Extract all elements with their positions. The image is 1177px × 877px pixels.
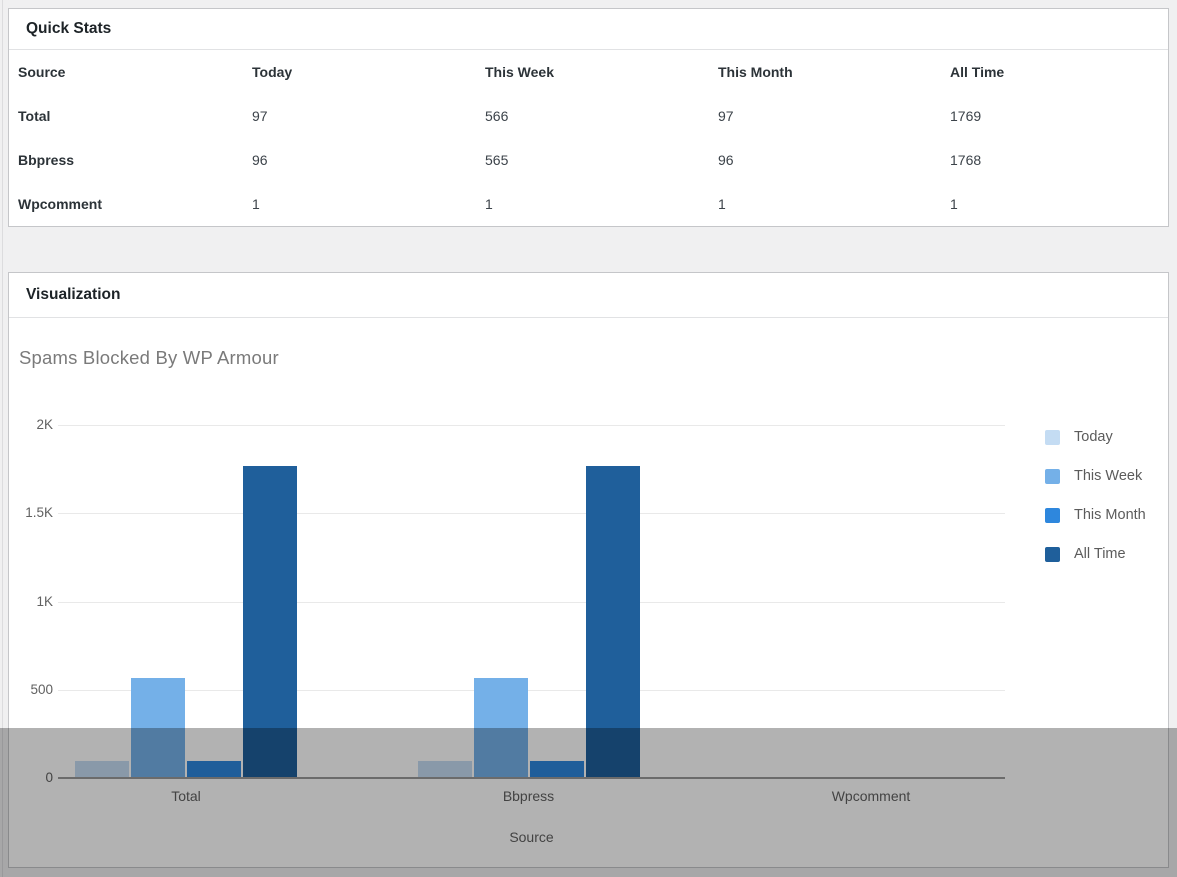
legend-label-today: Today — [1074, 429, 1113, 445]
cell-bbpress-this-month: 96 — [718, 152, 734, 168]
legend-item-this-week[interactable]: This Week — [1045, 468, 1165, 485]
cell-bbpress-all-time: 1768 — [950, 152, 982, 168]
y-tick-label-1-5k: 1.5K — [25, 505, 53, 521]
y-tick-label-1k: 1K — [36, 593, 53, 609]
content-left-divider — [2, 0, 3, 877]
y-tick-label-0: 0 — [45, 770, 53, 785]
cell-total-this-week: 566 — [485, 108, 509, 124]
bar-this-week-total[interactable] — [131, 678, 185, 778]
legend-label-this-week: This Week — [1074, 468, 1143, 484]
x-category-label-wpcomment: Wpcomment — [831, 788, 911, 804]
cell-bbpress-today: 96 — [252, 152, 268, 168]
spam-bar-chart: 0 500 1K 1.5K 2K Total Bbpress Wpcomment Source T… — [9, 319, 1168, 867]
cell-total-all-time: 1769 — [950, 108, 982, 124]
cell-wpcomment-today: 1 — [252, 196, 260, 212]
y-tick-label-2k: 2K — [36, 417, 53, 432]
legend-label-all-time: All Time — [1074, 546, 1126, 562]
row-label-total: Total — [18, 108, 51, 124]
x-category-label-bbpress: Bbpress — [502, 788, 555, 804]
column-header-source: Source — [18, 64, 66, 80]
y-tick-label-500: 500 — [30, 681, 53, 697]
legend-swatch-icon-all-time — [1045, 547, 1060, 562]
bar-this-week-bbpress[interactable] — [473, 678, 528, 778]
column-header-today: Today — [252, 64, 293, 80]
y-gridline-1-5k — [58, 513, 1005, 515]
legend-swatch-icon-this-month — [1045, 508, 1060, 523]
legend-item-this-month[interactable]: This Month — [1045, 507, 1165, 524]
column-header-this-week: This Week — [485, 64, 554, 80]
quick-stats-panel: Quick Stats Source Today This Week This Mon… — [8, 8, 1169, 227]
x-axis-baseline — [58, 777, 1005, 779]
cell-total-today: 97 — [252, 108, 268, 124]
row-label-bbpress: Bbpress — [18, 152, 75, 168]
quick-stats-panel-title: Quick Stats — [9, 9, 1168, 50]
y-gridline-2k — [58, 425, 1005, 426]
x-axis-title: Source — [509, 829, 554, 845]
bar-this-month-total[interactable] — [187, 760, 241, 778]
visualization-panel: Visualization Spams Blocked By WP Armour… — [8, 272, 1169, 868]
legend-item-today[interactable]: Today — [1045, 429, 1165, 446]
chart-title: Spams Blocked By WP Armour — [19, 347, 279, 368]
legend-swatch-icon-today — [1045, 430, 1060, 445]
y-gridline-500 — [58, 689, 1005, 691]
bar-this-month-bbpress[interactable] — [529, 761, 584, 778]
stats-table: Source Today This Week This Month All Time To… — [9, 50, 1168, 226]
legend-item-all-time[interactable]: All Time — [1045, 546, 1165, 563]
bar-today-bbpress[interactable] — [417, 761, 472, 778]
bar-all-time-bbpress[interactable] — [585, 465, 640, 778]
dim-overlay — [0, 728, 1177, 877]
row-label-wpcomment: Wpcomment — [18, 196, 102, 212]
cell-bbpress-this-week: 565 — [485, 152, 509, 168]
column-header-all-time: All Time — [950, 64, 1005, 80]
x-category-label-total: Total — [171, 788, 201, 804]
legend-label-this-month: This Month — [1074, 507, 1146, 523]
visualization-panel-title: Visualization — [9, 273, 1168, 318]
cell-wpcomment-all-time: 1 — [950, 196, 958, 212]
bar-today-total[interactable] — [75, 760, 129, 778]
cell-wpcomment-this-month: 1 — [718, 196, 726, 212]
bar-all-time-total[interactable] — [243, 465, 297, 778]
legend-swatch-icon-this-week — [1045, 469, 1060, 484]
column-header-this-month: This Month — [718, 64, 793, 80]
cell-wpcomment-this-week: 1 — [485, 196, 493, 212]
y-gridline-1k — [58, 601, 1005, 603]
cell-total-this-month: 97 — [718, 108, 734, 124]
